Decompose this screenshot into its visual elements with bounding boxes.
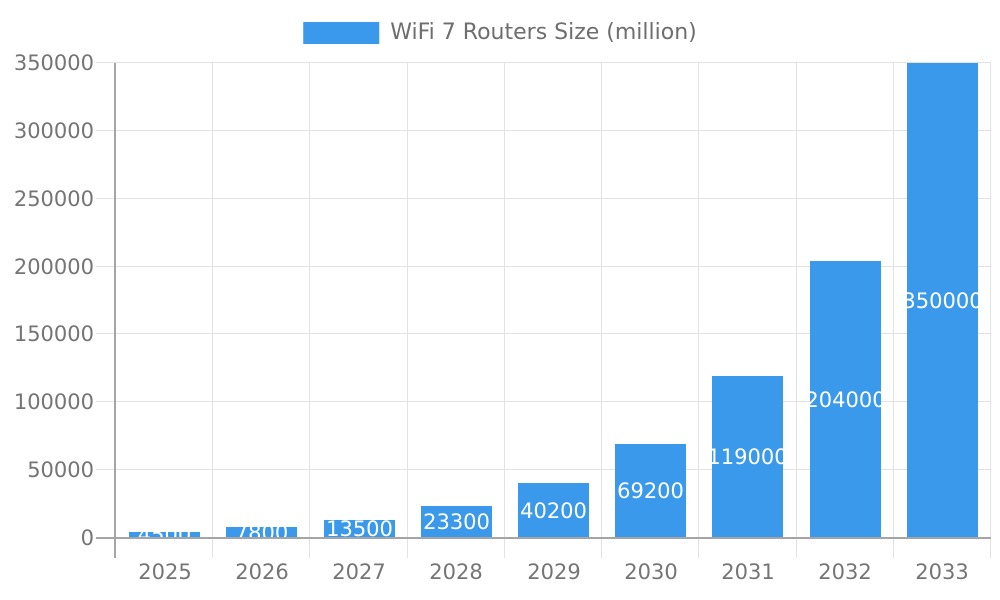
bar: 7800 — [226, 527, 297, 538]
h-gridline — [116, 401, 991, 402]
y-axis-tick-label: 350000 — [13, 51, 94, 75]
chart-legend[interactable]: WiFi 7 Routers Size (million) — [303, 22, 697, 44]
x-axis-tick-label: 2033 — [915, 560, 969, 584]
bar-value-label: 40200 — [520, 498, 587, 523]
v-gridline — [893, 63, 894, 538]
bar: 119000 — [712, 376, 783, 538]
bar: 13500 — [324, 520, 395, 538]
x-axis-tick — [990, 538, 991, 558]
y-axis-line — [114, 63, 116, 558]
y-axis-tick-label: 0 — [80, 526, 94, 550]
y-axis-tick-label: 50000 — [27, 458, 94, 482]
y-axis-tick-label: 200000 — [13, 255, 94, 279]
x-axis-tick — [407, 538, 408, 558]
x-axis-tick — [504, 538, 505, 558]
bar: 23300 — [421, 506, 492, 538]
legend-series-label: WiFi 7 Routers Size (million) — [390, 20, 697, 45]
x-axis-tick — [796, 538, 797, 558]
bar: 350000 — [907, 63, 978, 538]
v-gridline — [698, 63, 699, 538]
bar: 40200 — [518, 483, 589, 538]
x-axis-line — [96, 537, 991, 539]
y-axis-tick — [96, 130, 116, 131]
x-axis-tick — [698, 538, 699, 558]
x-axis-tick — [893, 538, 894, 558]
h-gridline — [116, 266, 991, 267]
v-gridline — [309, 63, 310, 538]
y-axis-tick — [96, 266, 116, 267]
v-gridline — [796, 63, 797, 538]
bar-value-label: 7800 — [235, 527, 288, 538]
x-axis-tick — [309, 538, 310, 558]
y-axis-tick — [96, 469, 116, 470]
x-axis-tick-label: 2029 — [527, 560, 581, 584]
y-axis-tick — [96, 333, 116, 334]
bar-value-label: 23300 — [423, 510, 490, 534]
x-axis-tick-label: 2026 — [235, 560, 289, 584]
x-axis-tick-label: 2028 — [429, 560, 483, 584]
bar: 204000 — [810, 261, 881, 538]
h-gridline — [116, 469, 991, 470]
bar-value-label: 4500 — [138, 532, 191, 538]
v-gridline — [407, 63, 408, 538]
x-axis-tick-label: 2031 — [721, 560, 775, 584]
y-axis-tick — [96, 62, 116, 63]
bar-value-label: 69200 — [617, 479, 684, 503]
x-axis-tick-label: 2030 — [624, 560, 678, 584]
y-axis-tick-label: 250000 — [13, 187, 94, 211]
bar-value-label: 119000 — [712, 445, 783, 469]
bar: 69200 — [615, 444, 686, 538]
x-axis-tick-label: 2032 — [818, 560, 872, 584]
y-axis-tick-label: 100000 — [13, 390, 94, 414]
bar: 4500 — [129, 532, 200, 538]
x-axis-tick-label: 2027 — [332, 560, 386, 584]
x-axis-tick — [212, 538, 213, 558]
legend-swatch-icon — [303, 22, 380, 44]
v-gridline — [212, 63, 213, 538]
h-gridline — [116, 333, 991, 334]
x-axis-tick-label: 2025 — [138, 560, 192, 584]
bar-value-label: 350000 — [907, 288, 978, 313]
bar-value-label: 204000 — [810, 387, 881, 412]
x-axis-tick — [601, 538, 602, 558]
h-gridline — [116, 130, 991, 131]
y-axis-tick-label: 150000 — [13, 322, 94, 346]
bar-value-label: 13500 — [326, 520, 393, 538]
h-gridline — [116, 198, 991, 199]
y-axis-tick-label: 300000 — [13, 119, 94, 143]
v-gridline — [504, 63, 505, 538]
v-gridline — [601, 63, 602, 538]
v-gridline — [990, 63, 991, 538]
y-axis-tick — [96, 401, 116, 402]
h-gridline — [116, 62, 991, 63]
y-axis-tick — [96, 198, 116, 199]
